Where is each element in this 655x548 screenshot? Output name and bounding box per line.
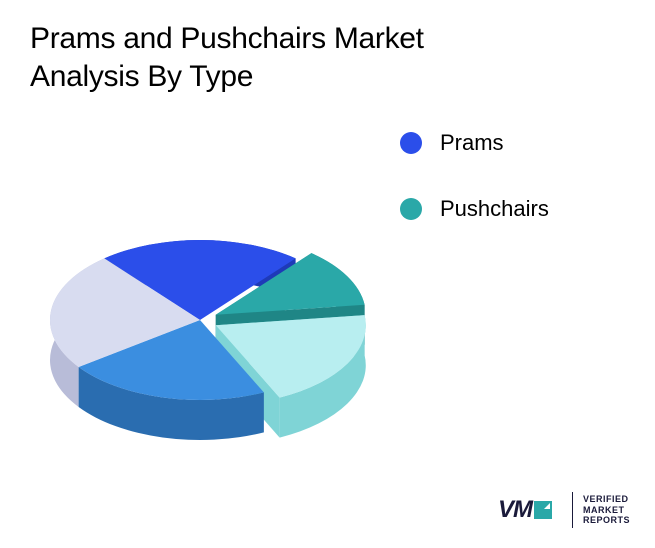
legend-label-pushchairs: Pushchairs <box>440 196 549 222</box>
brand-block: VM VERIFIED MARKET REPORTS <box>498 492 630 528</box>
brand-arrow-icon <box>534 501 552 519</box>
pie-chart <box>30 180 370 460</box>
legend: Prams Pushchairs <box>400 130 549 262</box>
legend-item-pushchairs: Pushchairs <box>400 196 549 222</box>
brand-text-line3: REPORTS <box>583 515 630 526</box>
legend-marker-pushchairs <box>400 198 422 220</box>
legend-label-prams: Prams <box>440 130 504 156</box>
brand-text-line2: MARKET <box>583 505 630 516</box>
brand-text-line1: VERIFIED <box>583 494 630 505</box>
brand-text: VERIFIED MARKET REPORTS <box>583 494 630 526</box>
legend-item-prams: Prams <box>400 130 549 156</box>
brand-logo: VM <box>498 496 552 524</box>
brand-divider <box>572 492 573 528</box>
legend-marker-prams <box>400 132 422 154</box>
chart-title: Prams and Pushchairs MarketAnalysis By T… <box>30 20 424 95</box>
brand-logo-text: VM <box>498 496 532 524</box>
